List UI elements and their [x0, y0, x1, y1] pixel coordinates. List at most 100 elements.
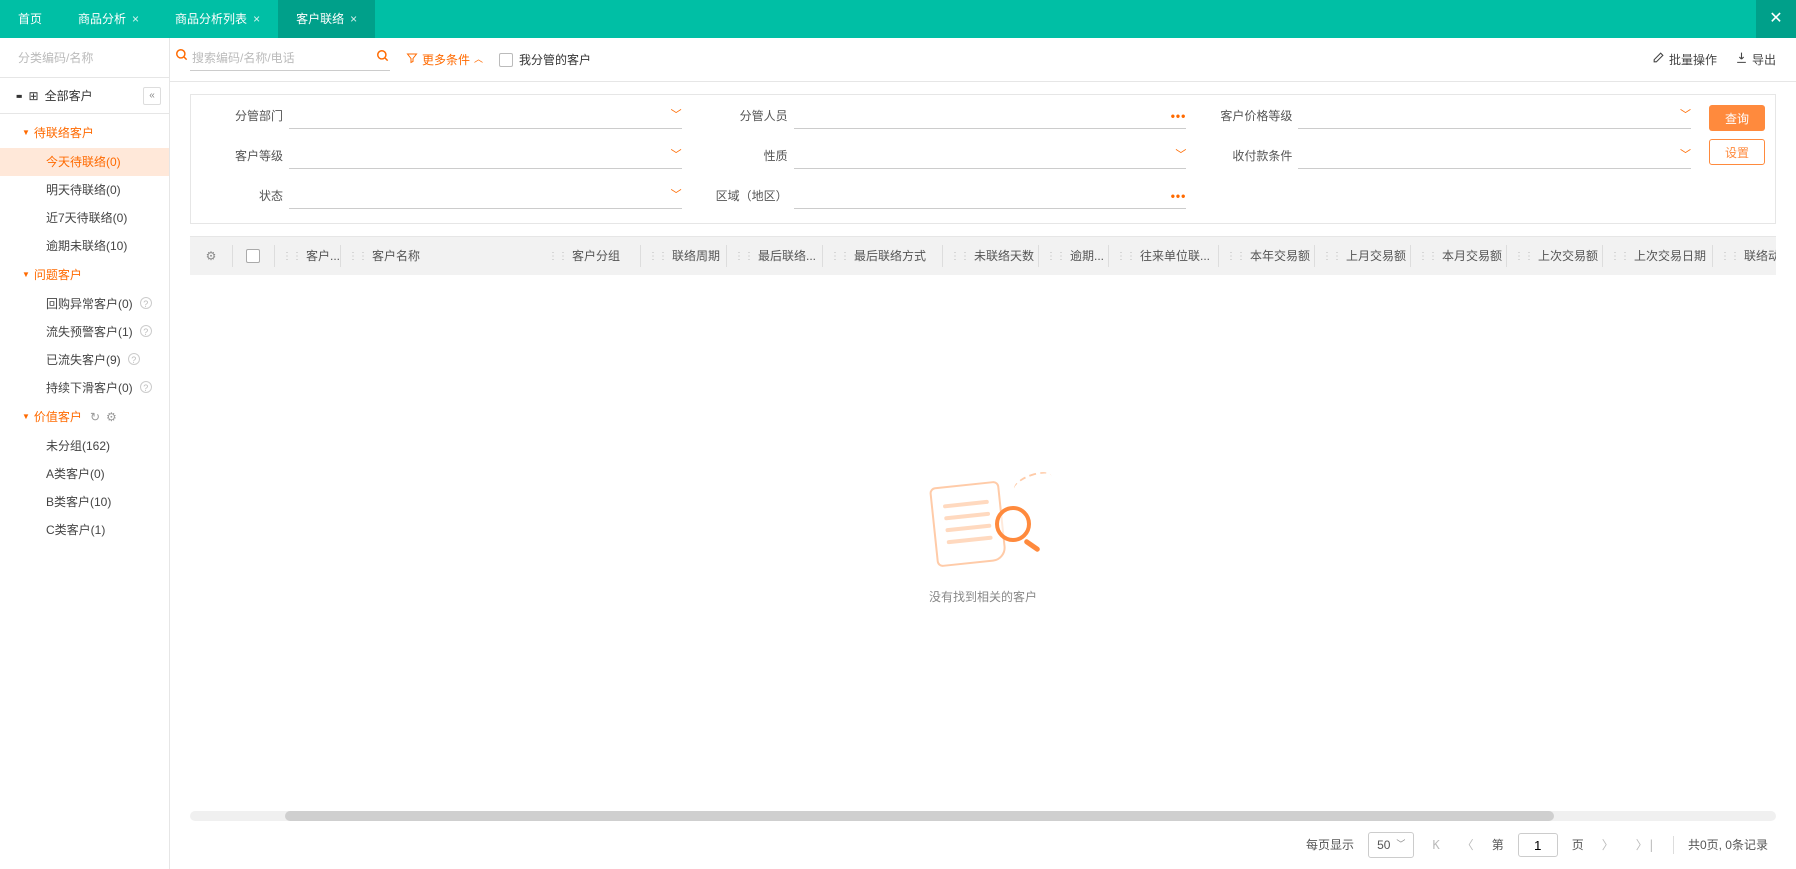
page-last-button[interactable]: 〉|: [1632, 836, 1659, 854]
filter-control[interactable]: •••: [794, 183, 1187, 209]
col-5[interactable]: ⋮⋮逾期...: [1038, 237, 1108, 275]
more-icon: •••: [1171, 187, 1187, 205]
horizontal-scrollbar[interactable]: [190, 811, 1776, 821]
page-next-button[interactable]: 〉: [1598, 836, 1618, 854]
filter-settings-button[interactable]: 设置: [1709, 139, 1765, 165]
sidebar-item-2-2[interactable]: B类客户(10): [0, 488, 169, 516]
help-icon[interactable]: ?: [125, 352, 140, 369]
col-3[interactable]: ⋮⋮最后联络方式: [822, 237, 942, 275]
filter-1-0: 客户等级 ﹀: [201, 143, 682, 169]
col-9[interactable]: ⋮⋮本月交易额: [1410, 237, 1506, 275]
tab-close-icon[interactable]: ×: [350, 10, 357, 28]
sidebar-item-0-1[interactable]: 明天待联络(0): [0, 176, 169, 204]
drag-icon: ⋮⋮: [348, 249, 368, 264]
col-8[interactable]: ⋮⋮上月交易额: [1314, 237, 1410, 275]
sidebar-search-input[interactable]: [16, 50, 175, 66]
help-icon[interactable]: ?: [137, 296, 152, 313]
col-pinned-0[interactable]: ⚙: [190, 237, 232, 275]
filter-control[interactable]: ﹀: [289, 183, 682, 209]
managed-customers-checkbox[interactable]: 我分管的客户: [499, 51, 591, 69]
col-7[interactable]: ⋮⋮本年交易额: [1218, 237, 1314, 275]
filter-2-0: 状态﹀: [201, 183, 682, 209]
col-11[interactable]: ⋮⋮上次交易日期: [1602, 237, 1712, 275]
drag-icon: ⋮⋮: [648, 249, 668, 264]
col-label: 未联络天数: [974, 247, 1034, 265]
sidebar-item-0-3[interactable]: 逾期未联络(10): [0, 232, 169, 260]
sidebar-item-label: 近7天待联络(0): [46, 209, 127, 227]
window-close-button[interactable]: ✕: [1756, 0, 1796, 38]
sidebar-item-2-1[interactable]: A类客户(0): [0, 460, 169, 488]
sidebar-item-1-1[interactable]: 流失预警客户(1) ?: [0, 318, 169, 346]
filter-label: 客户等级: [201, 147, 289, 165]
scrollbar-thumb[interactable]: [285, 811, 1554, 821]
sidebar-item-2-0[interactable]: 未分组(162): [0, 432, 169, 460]
refresh-icon[interactable]: ↻: [90, 408, 100, 426]
sidebar-item-1-2[interactable]: 已流失客户(9) ?: [0, 346, 169, 374]
settings-icon[interactable]: ⚙: [106, 408, 117, 426]
sidebar-group-0[interactable]: ▼待联络客户: [0, 118, 169, 148]
col-pinned-2[interactable]: ⋮⋮客户...: [274, 237, 340, 275]
col-10[interactable]: ⋮⋮上次交易额: [1506, 237, 1602, 275]
filter-control[interactable]: •••: [794, 103, 1187, 129]
page-number-input[interactable]: [1518, 833, 1558, 857]
col-2[interactable]: ⋮⋮最后联络...: [726, 237, 822, 275]
batch-action-button[interactable]: 批量操作: [1652, 51, 1717, 69]
sidebar-item-0-0[interactable]: 今天待联络(0): [0, 148, 169, 176]
filter-label: 分管人员: [706, 107, 794, 125]
filter-control[interactable]: ﹀: [289, 103, 682, 129]
tab-close-icon[interactable]: ×: [132, 10, 139, 28]
drag-icon: ⋮⋮: [734, 249, 754, 264]
chevron-down-icon: ﹀: [671, 147, 682, 164]
query-button[interactable]: 查询: [1709, 105, 1765, 131]
help-icon[interactable]: ?: [137, 324, 152, 341]
col-pinned-1[interactable]: [232, 237, 274, 275]
filter-label: 收付款条件: [1210, 147, 1298, 165]
col-4[interactable]: ⋮⋮未联络天数: [942, 237, 1038, 275]
tab-1[interactable]: 商品分析×: [60, 0, 157, 38]
col-6[interactable]: ⋮⋮往来单位联...: [1108, 237, 1218, 275]
sidebar-item-label: 持续下滑客户(0): [46, 379, 133, 397]
tab-3[interactable]: 客户联络×: [278, 0, 375, 38]
help-icon[interactable]: ?: [137, 380, 152, 397]
tab-close-icon[interactable]: ×: [253, 10, 260, 28]
page-first-button[interactable]: K: [1428, 836, 1443, 854]
export-button[interactable]: 导出: [1735, 51, 1776, 69]
page-prev-button[interactable]: 〈: [1458, 836, 1478, 854]
chevron-down-icon: ﹀: [1680, 147, 1691, 164]
sidebar-search: [0, 38, 169, 78]
tab-0[interactable]: 首页: [0, 0, 60, 38]
search-icon[interactable]: [376, 49, 390, 68]
sidebar-item-1-0[interactable]: 回购异常客户(0) ?: [0, 290, 169, 318]
filter-control[interactable]: ﹀: [794, 143, 1187, 169]
tab-2[interactable]: 商品分析列表×: [157, 0, 278, 38]
sidebar-item-label: 流失预警客户(1): [46, 323, 133, 341]
filter-control[interactable]: ﹀: [1298, 103, 1691, 129]
filter-control[interactable]: ﹀: [289, 143, 682, 169]
col-1[interactable]: ⋮⋮联络周期: [640, 237, 726, 275]
sidebar-root-icon: ⊞: [29, 87, 39, 105]
sidebar-item-label: 今天待联络(0): [46, 153, 121, 171]
per-page-select[interactable]: 50 ﹀: [1368, 832, 1414, 858]
drag-icon: ⋮⋮: [830, 249, 850, 264]
sidebar-group-1[interactable]: ▼问题客户: [0, 260, 169, 290]
col-pinned-3[interactable]: ⋮⋮客户名称: [340, 237, 540, 275]
gear-icon[interactable]: ⚙: [206, 247, 217, 265]
filter-control[interactable]: ﹀: [1298, 143, 1691, 169]
toolbar-search-input[interactable]: [190, 50, 370, 66]
sidebar-root-all-customers[interactable]: ▪▪ ⊞ 全部客户 «: [0, 78, 169, 114]
filter-panel: 分管部门﹀分管人员•••客户价格等级﹀客户等级﹀性质﹀收付款条件﹀状态﹀区域（地…: [190, 94, 1776, 224]
export-label: 导出: [1752, 51, 1776, 69]
sidebar-item-1-3[interactable]: 持续下滑客户(0) ?: [0, 374, 169, 402]
sidebar-item-2-3[interactable]: C类客户(1): [0, 516, 169, 544]
batch-action-label: 批量操作: [1669, 51, 1717, 69]
checkbox-icon[interactable]: [246, 249, 260, 263]
sidebar-item-0-2[interactable]: 近7天待联络(0): [0, 204, 169, 232]
sidebar-collapse-button[interactable]: «: [143, 87, 161, 105]
pager-summary: 共0页, 0条记录: [1688, 836, 1768, 854]
toolbar-search: [190, 49, 390, 71]
sidebar-item-label: C类客户(1): [46, 521, 105, 539]
col-0[interactable]: ⋮⋮客户分组: [540, 237, 640, 275]
col-12[interactable]: ⋮⋮联络动作: [1712, 237, 1776, 275]
more-filters-toggle[interactable]: 更多条件 ︿: [406, 51, 483, 69]
sidebar-group-2[interactable]: ▼价值客户↻⚙: [0, 402, 169, 432]
